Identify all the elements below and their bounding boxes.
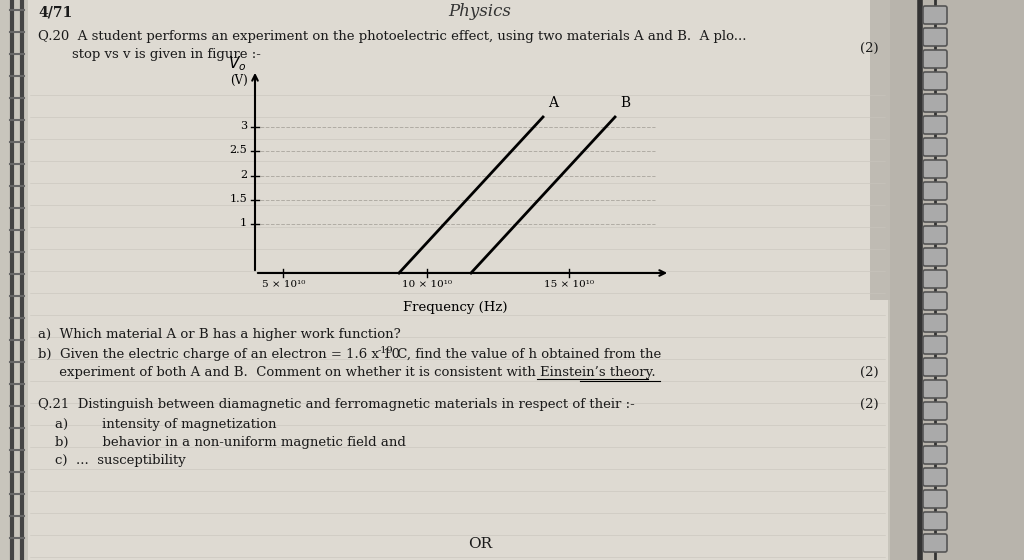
Text: 2.5: 2.5	[229, 145, 247, 155]
FancyBboxPatch shape	[923, 424, 947, 442]
FancyBboxPatch shape	[923, 490, 947, 508]
FancyBboxPatch shape	[923, 160, 947, 178]
FancyBboxPatch shape	[923, 534, 947, 552]
Text: (2): (2)	[860, 366, 879, 379]
FancyBboxPatch shape	[923, 226, 947, 244]
Text: 4/71: 4/71	[38, 5, 73, 19]
Text: a)  Which material A or B has a higher work function?: a) Which material A or B has a higher wo…	[38, 328, 400, 341]
Text: experiment of both A and B.  Comment on whether it is consistent with Einstein’s: experiment of both A and B. Comment on w…	[38, 366, 655, 379]
Text: stop vs v is given in figure :-: stop vs v is given in figure :-	[38, 48, 261, 61]
FancyBboxPatch shape	[923, 292, 947, 310]
FancyBboxPatch shape	[923, 28, 947, 46]
Text: b)  Given the electric charge of an electron = 1.6 x 10: b) Given the electric charge of an elect…	[38, 348, 400, 361]
Text: Physics: Physics	[449, 3, 511, 20]
FancyBboxPatch shape	[923, 72, 947, 90]
Text: C, find the value of h obtained from the: C, find the value of h obtained from the	[393, 348, 662, 361]
Text: B: B	[620, 96, 630, 110]
FancyBboxPatch shape	[923, 512, 947, 530]
Bar	[890, 0, 1024, 560]
FancyBboxPatch shape	[923, 358, 947, 376]
Text: 2: 2	[240, 170, 247, 180]
Text: $V_o$: $V_o$	[227, 54, 246, 73]
FancyBboxPatch shape	[923, 446, 947, 464]
Text: Q.20  A student performs an experiment on the photoelectric effect, using two ma: Q.20 A student performs an experiment on…	[38, 30, 746, 43]
Text: OR: OR	[468, 537, 493, 551]
Text: a)        intensity of magnetization: a) intensity of magnetization	[55, 418, 276, 431]
FancyBboxPatch shape	[923, 336, 947, 354]
Text: Frequency (Hz): Frequency (Hz)	[402, 301, 507, 314]
FancyBboxPatch shape	[923, 204, 947, 222]
FancyBboxPatch shape	[923, 138, 947, 156]
FancyBboxPatch shape	[923, 182, 947, 200]
FancyBboxPatch shape	[923, 380, 947, 398]
Bar	[870, 0, 900, 300]
Text: 1: 1	[240, 218, 247, 228]
Text: A: A	[548, 96, 558, 110]
Bar	[28, 0, 888, 560]
Text: 15 × 10¹⁰: 15 × 10¹⁰	[545, 280, 594, 289]
Text: b)        behavior in a non-uniform magnetic field and: b) behavior in a non-uniform magnetic fi…	[55, 436, 406, 449]
FancyBboxPatch shape	[923, 314, 947, 332]
FancyBboxPatch shape	[923, 248, 947, 266]
FancyBboxPatch shape	[923, 270, 947, 288]
FancyBboxPatch shape	[923, 6, 947, 24]
FancyBboxPatch shape	[923, 94, 947, 112]
Text: Q.21  Distinguish between diamagnetic and ferromagnetic materials in respect of : Q.21 Distinguish between diamagnetic and…	[38, 398, 635, 411]
FancyBboxPatch shape	[923, 50, 947, 68]
FancyBboxPatch shape	[923, 402, 947, 420]
FancyBboxPatch shape	[923, 468, 947, 486]
Text: 5 × 10¹⁰: 5 × 10¹⁰	[262, 280, 305, 289]
Text: -19: -19	[378, 346, 393, 355]
Text: 10 × 10¹⁰: 10 × 10¹⁰	[401, 280, 452, 289]
Text: 1.5: 1.5	[229, 194, 247, 204]
Text: (2): (2)	[860, 398, 879, 411]
Text: (2): (2)	[860, 42, 879, 55]
FancyBboxPatch shape	[923, 116, 947, 134]
Text: (V): (V)	[230, 74, 248, 87]
Text: 3: 3	[240, 121, 247, 130]
Text: c)  ...  susceptibility: c) ... susceptibility	[55, 454, 185, 467]
